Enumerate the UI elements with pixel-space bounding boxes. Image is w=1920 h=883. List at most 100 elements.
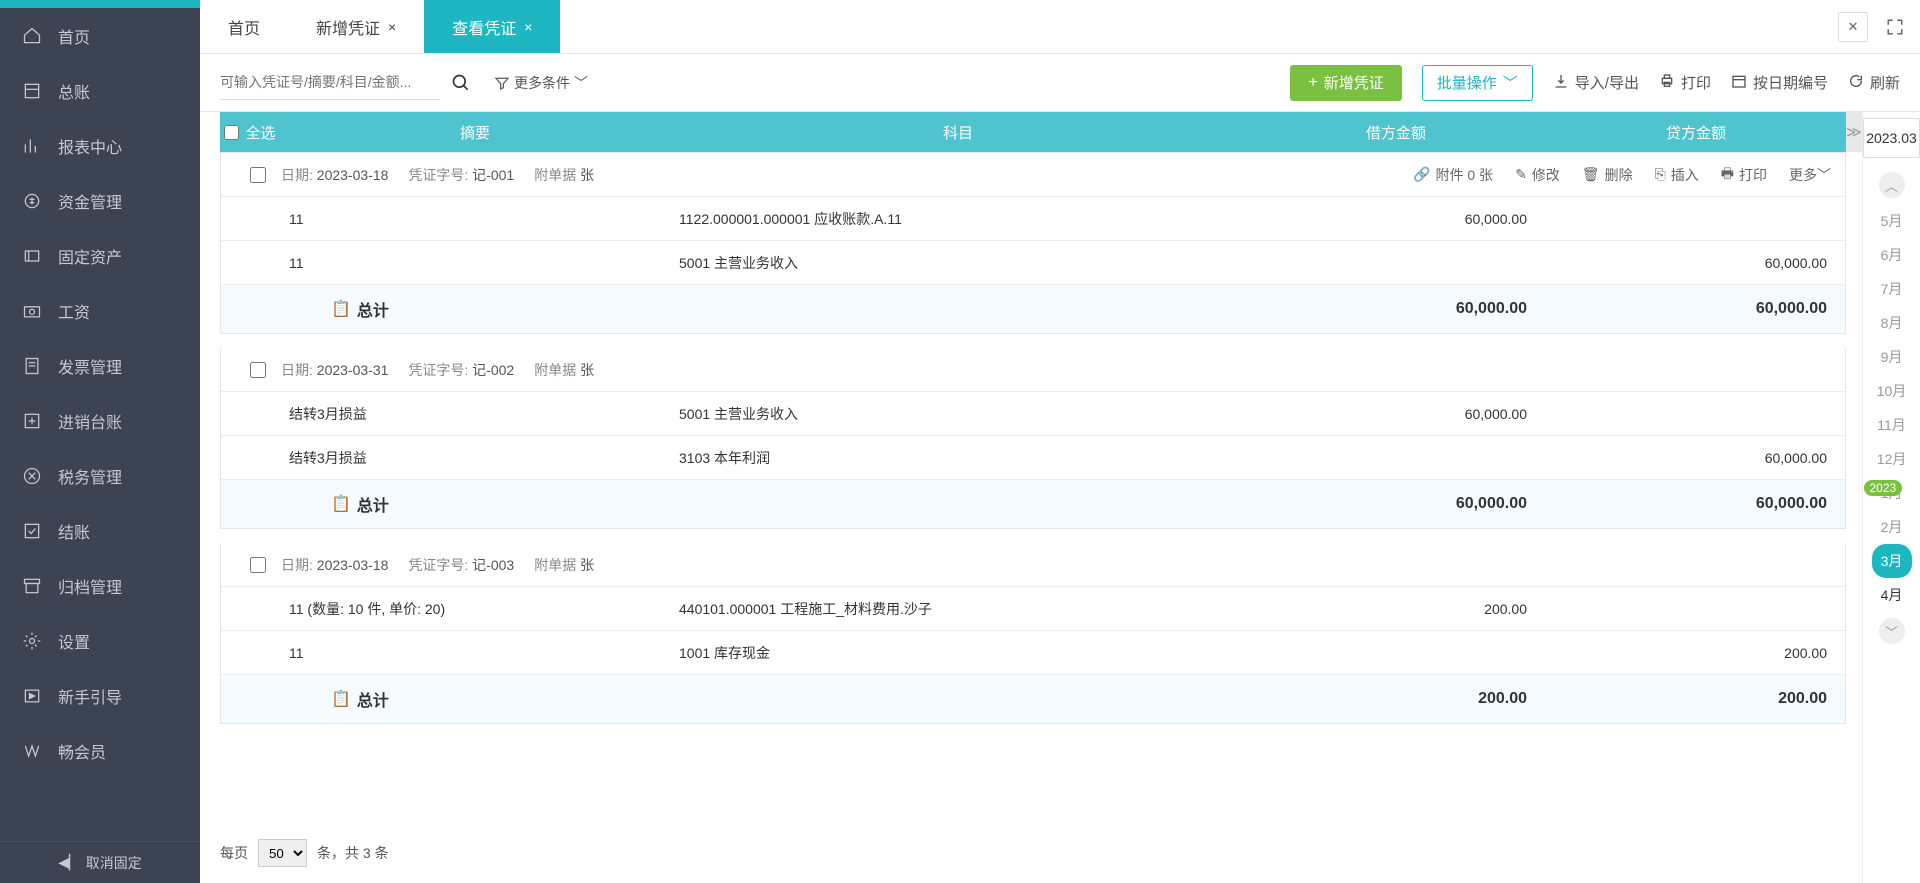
month-item[interactable]: 12月 bbox=[1872, 442, 1912, 476]
refresh-link[interactable]: 刷新 bbox=[1848, 72, 1900, 93]
month-item[interactable]: 4月 bbox=[1872, 578, 1912, 612]
insert-icon: ⎘ bbox=[1655, 166, 1666, 183]
row-credit: 200.00 bbox=[1545, 645, 1845, 661]
sidebar-item-fund[interactable]: 资金管理 bbox=[0, 173, 200, 228]
month-item[interactable]: 2月 bbox=[1872, 510, 1912, 544]
sidebar-item-vip[interactable]: 畅会员 bbox=[0, 723, 200, 778]
tab-label: 新增凭证 bbox=[316, 15, 380, 39]
sidebar-unpin[interactable]: ◀▏ 取消固定 bbox=[0, 841, 200, 883]
tab-label: 首页 bbox=[228, 15, 260, 39]
search-button[interactable] bbox=[444, 66, 478, 100]
select-all-label: 全选 bbox=[245, 122, 275, 143]
more-conditions-label: 更多条件 bbox=[514, 73, 570, 93]
row-subject: 440101.000001 工程施工_材料费用.沙子 bbox=[671, 599, 1245, 619]
fund-icon bbox=[20, 191, 44, 211]
month-item[interactable]: 8月 bbox=[1872, 306, 1912, 340]
print-link[interactable]: 🖶打印 bbox=[1721, 163, 1767, 187]
voucher-info: 日期: 2023-03-18凭证字号: 记-001附单据 张 bbox=[281, 165, 1413, 185]
more-link[interactable]: 更多 ﹀ bbox=[1789, 163, 1831, 187]
sidebar-item-label: 总账 bbox=[58, 79, 90, 103]
chevron-down-icon: ﹀ bbox=[1503, 72, 1518, 93]
voucher-total: 📋总计60,000.0060,000.00 bbox=[221, 480, 1845, 528]
sidebar-item-home[interactable]: 首页 bbox=[0, 8, 200, 63]
sidebar-item-label: 设置 bbox=[58, 629, 90, 653]
row-credit: 60,000.00 bbox=[1545, 255, 1845, 271]
sidebar-item-close[interactable]: 结账 bbox=[0, 503, 200, 558]
delete-link[interactable]: 🗑删除 bbox=[1582, 163, 1633, 187]
voucher-checkbox[interactable] bbox=[250, 362, 266, 378]
voucher-row: 11 (数量: 10 件, 单价: 20)440101.000001 工程施工_… bbox=[221, 587, 1845, 631]
voucher-checkbox[interactable] bbox=[250, 167, 266, 183]
voucher-checkbox[interactable] bbox=[250, 557, 266, 573]
month-item[interactable]: 10月 bbox=[1872, 374, 1912, 408]
row-subject: 3103 本年利润 bbox=[671, 448, 1245, 468]
sidebar-item-tax[interactable]: 税务管理 bbox=[0, 448, 200, 503]
month-item[interactable]: 11月 bbox=[1872, 408, 1912, 442]
row-subject: 1122.000001.000001 应收账款.A.11 bbox=[671, 209, 1245, 229]
col-debit: 借方金额 bbox=[1246, 122, 1546, 143]
print-link[interactable]: 打印 bbox=[1659, 72, 1711, 93]
row-summary: 11 bbox=[281, 255, 671, 271]
tab[interactable]: 新增凭证 × bbox=[288, 0, 424, 53]
import-export-link[interactable]: 导入/导出 bbox=[1553, 72, 1639, 93]
month-item[interactable]: 9月 bbox=[1872, 340, 1912, 374]
attachment-icon: 🔗 bbox=[1413, 166, 1430, 183]
tab-close-icon[interactable]: × bbox=[524, 19, 532, 35]
sidebar-item-invoice[interactable]: 发票管理 bbox=[0, 338, 200, 393]
renumber-link[interactable]: 按日期编号 bbox=[1731, 72, 1828, 93]
month-up-icon[interactable]: ︿ bbox=[1879, 172, 1905, 198]
col-summary: 摘要 bbox=[280, 122, 670, 143]
attachments-link[interactable]: 🔗附件 0 张 bbox=[1413, 163, 1493, 187]
per-page-select[interactable]: 50 bbox=[258, 839, 307, 867]
row-subject: 5001 主营业务收入 bbox=[671, 253, 1245, 273]
sidebar-item-report[interactable]: 报表中心 bbox=[0, 118, 200, 173]
tab[interactable]: 首页 bbox=[200, 0, 288, 53]
edit-link[interactable]: ✎修改 bbox=[1515, 163, 1560, 187]
search-input[interactable] bbox=[220, 66, 440, 100]
invoice-icon bbox=[20, 356, 44, 376]
tab-close-icon[interactable]: × bbox=[388, 19, 396, 35]
col-subject: 科目 bbox=[670, 122, 1246, 143]
main: 首页新增凭证×查看凭证× ✕ 更多条件 ﹀ 新增 bbox=[200, 0, 1920, 883]
sidebar-item-settings[interactable]: 设置 bbox=[0, 613, 200, 668]
total-icon: 📋 bbox=[331, 494, 351, 514]
sidebar-item-asset[interactable]: 固定资产 bbox=[0, 228, 200, 283]
month-item[interactable]: 7月 bbox=[1872, 272, 1912, 306]
voucher-block: 日期: 2023-03-18凭证字号: 记-001附单据 张🔗附件 0 张 ✎修改… bbox=[220, 152, 1846, 334]
total-count: 条，共 3 条 bbox=[317, 843, 389, 863]
sidebar-item-label: 归档管理 bbox=[58, 574, 122, 598]
col-credit: 贷方金额 bbox=[1546, 122, 1846, 143]
new-voucher-button[interactable]: 新增凭证 bbox=[1290, 65, 1401, 101]
year-badge: 2023 bbox=[1864, 480, 1903, 496]
select-all-cell[interactable]: 全选 bbox=[220, 122, 280, 143]
select-all-checkbox[interactable] bbox=[224, 125, 239, 140]
sidebar-item-salary[interactable]: 工资 bbox=[0, 283, 200, 338]
insert-link[interactable]: ⎘插入 bbox=[1655, 163, 1699, 187]
more-conditions[interactable]: 更多条件 ﹀ bbox=[494, 73, 588, 93]
sidebar-unpin-label: 取消固定 bbox=[86, 853, 142, 873]
month-item[interactable]: 6月 bbox=[1872, 238, 1912, 272]
sidebar-item-label: 进销台账 bbox=[58, 409, 122, 433]
fullscreen-icon[interactable] bbox=[1880, 12, 1910, 42]
current-period[interactable]: 2023.03 bbox=[1863, 118, 1920, 158]
month-item[interactable]: 3月 bbox=[1872, 544, 1912, 578]
sidebar-accent-bar bbox=[0, 0, 200, 8]
sidebar-item-guide[interactable]: 新手引导 bbox=[0, 668, 200, 723]
sidebar-item-stock[interactable]: 进销台账 bbox=[0, 393, 200, 448]
month-item[interactable]: 5月 bbox=[1872, 204, 1912, 238]
tab[interactable]: 查看凭证× bbox=[424, 0, 560, 53]
tab-close-icon[interactable]: ✕ bbox=[1838, 12, 1868, 42]
voucher-header: 日期: 2023-03-18凭证字号: 记-003附单据 张 bbox=[221, 543, 1845, 587]
sidebar-item-label: 首页 bbox=[58, 24, 90, 48]
nav: 首页总账报表中心资金管理固定资产工资发票管理进销台账税务管理结账归档管理设置新手… bbox=[0, 8, 200, 841]
voucher-row: 115001 主营业务收入 60,000.00 bbox=[221, 241, 1845, 285]
total-debit: 200.00 bbox=[1245, 690, 1545, 708]
row-debit: 60,000.00 bbox=[1245, 406, 1545, 422]
settings-icon bbox=[20, 631, 44, 651]
chevron-down-icon: ﹀ bbox=[574, 73, 588, 93]
sidebar-item-archive[interactable]: 归档管理 bbox=[0, 558, 200, 613]
month-down-icon[interactable]: ﹀ bbox=[1879, 618, 1905, 644]
expand-arrow-icon[interactable]: ≫ bbox=[1846, 112, 1862, 152]
sidebar-item-ledger[interactable]: 总账 bbox=[0, 63, 200, 118]
batch-ops-button[interactable]: 批量操作 ﹀ bbox=[1422, 65, 1533, 101]
